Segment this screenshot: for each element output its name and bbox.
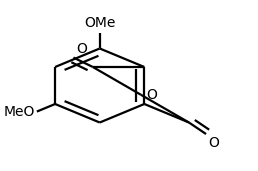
- Text: OMe: OMe: [84, 16, 115, 30]
- Text: O: O: [208, 136, 219, 150]
- Text: O: O: [76, 42, 87, 56]
- Text: O: O: [147, 88, 158, 102]
- Text: MeO: MeO: [3, 105, 35, 119]
